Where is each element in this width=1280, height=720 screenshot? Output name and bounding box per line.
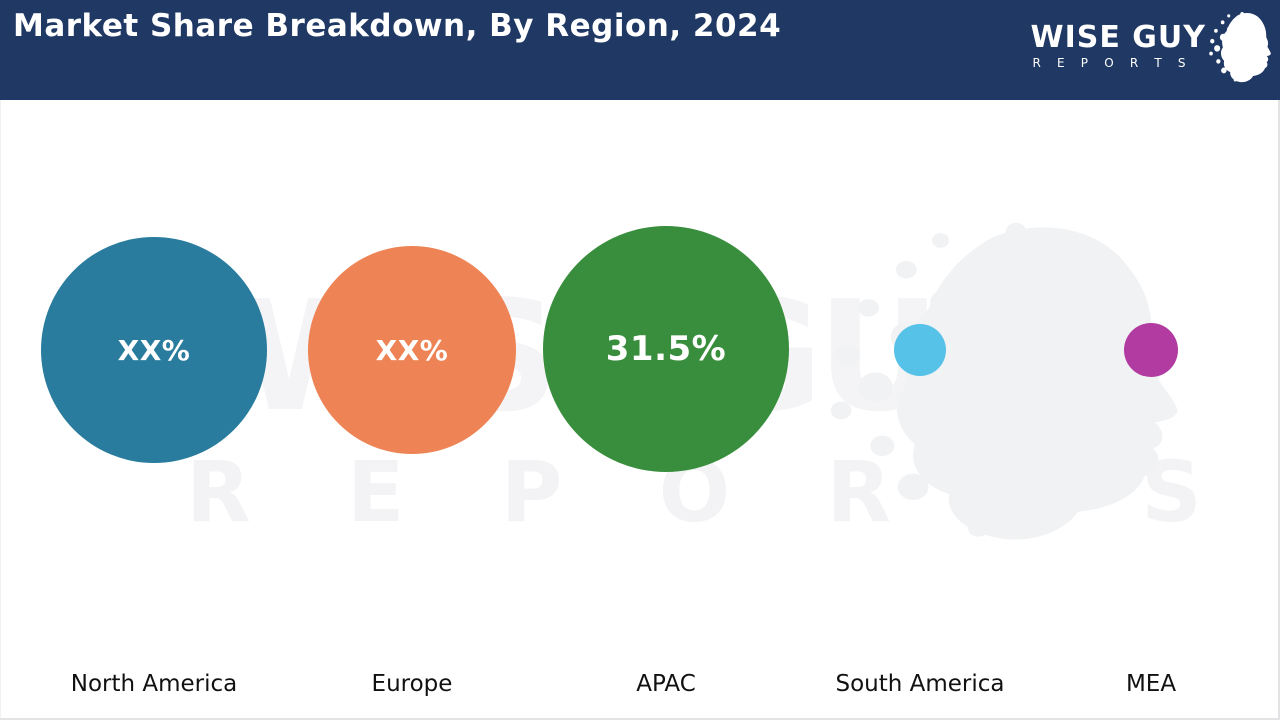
bubble-mea <box>1124 323 1178 377</box>
page-title: Market Share Breakdown, By Region, 2024 <box>13 8 782 44</box>
bubble-value-label: XX% <box>117 333 191 367</box>
category-label-apac: APAC <box>636 671 696 697</box>
category-label-europe: Europe <box>371 671 453 697</box>
logo-wordmark: WISE GUY <box>1030 20 1206 55</box>
bubble-north-america: XX% <box>41 237 267 463</box>
bubble-value-label: XX% <box>375 333 449 367</box>
bubble-south-america <box>894 324 946 376</box>
wise-guy-logo: WISE GUY R E P O R T S <box>1030 10 1272 88</box>
category-label-north-america: North America <box>70 671 238 697</box>
logo-text-block: WISE GUY R E P O R T S <box>1030 22 1206 70</box>
bubble-apac: 31.5% <box>543 226 789 472</box>
logo-face-icon <box>1209 11 1271 83</box>
bubble-value-label: 31.5% <box>605 329 727 369</box>
header-bar: Market Share Breakdown, By Region, 2024 … <box>0 0 1280 100</box>
category-label-south-america: South America <box>835 671 1005 697</box>
logo-subtitle: R E P O R T S <box>1032 55 1194 70</box>
bubble-europe: XX% <box>308 246 516 454</box>
category-label-mea: MEA <box>1125 671 1177 697</box>
